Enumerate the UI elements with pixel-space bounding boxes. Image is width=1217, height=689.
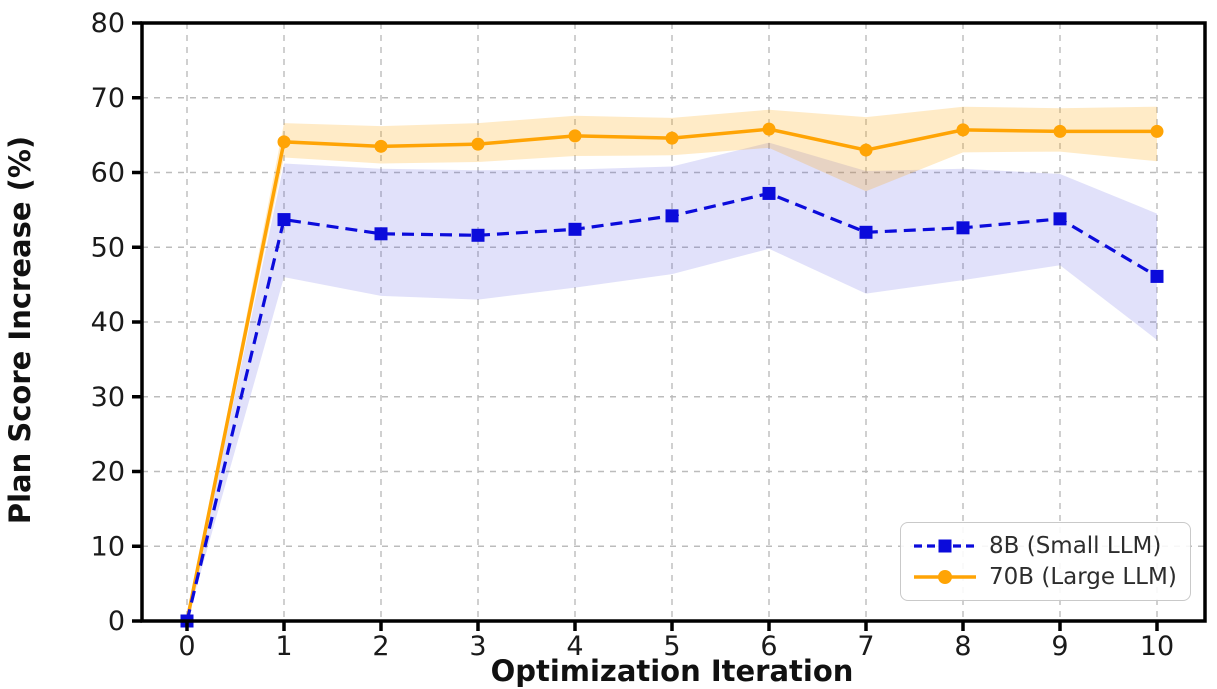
y-tick-label: 70 xyxy=(91,83,125,114)
data-point-70b xyxy=(471,137,485,151)
data-point-8b xyxy=(374,227,388,241)
data-point-70b xyxy=(1053,124,1067,138)
x-tick-label: 10 xyxy=(1140,631,1174,662)
x-tick-label: 8 xyxy=(954,631,971,662)
legend-label-70b: 70B (Large LLM) xyxy=(989,563,1177,590)
data-point-70b xyxy=(374,139,388,153)
data-point-8b xyxy=(1053,212,1067,226)
legend-circle-marker-70b xyxy=(938,570,952,584)
x-tick-label: 6 xyxy=(760,631,777,662)
x-tick-label: 0 xyxy=(178,631,195,662)
axis-layer: 0 1 2 3 4 5 6 7 8 9 10 0 10 20 30 40 50 60 70 80 xyxy=(91,8,1207,662)
data-point-70b xyxy=(859,143,873,157)
y-tick-label: 0 xyxy=(108,606,125,637)
y-tick-label: 30 xyxy=(91,382,125,413)
y-tick-label: 50 xyxy=(91,232,125,263)
data-point-8b xyxy=(956,221,970,235)
confidence-band-8b xyxy=(187,142,1157,621)
data-point-8b xyxy=(665,209,679,223)
legend-square-marker-8b xyxy=(938,539,952,553)
y-tick-label: 80 xyxy=(91,8,125,39)
x-tick-label: 9 xyxy=(1051,631,1068,662)
y-tick-label: 60 xyxy=(91,158,125,189)
x-tick-label: 4 xyxy=(566,631,583,662)
y-axis-label: Plan Score Increase (%) xyxy=(3,136,37,524)
data-point-70b xyxy=(277,135,291,149)
data-point-8b xyxy=(762,186,776,200)
data-point-70b xyxy=(665,131,679,145)
y-tick-label: 40 xyxy=(91,307,125,338)
legend-label-8b: 8B (Small LLM) xyxy=(989,532,1162,559)
data-point-70b xyxy=(956,123,970,137)
data-point-70b xyxy=(568,129,582,143)
legend-entry-8b: 8B (Small LLM) xyxy=(913,534,1180,558)
legend-swatch-70b xyxy=(914,570,976,584)
data-point-8b xyxy=(1150,269,1164,283)
data-point-8b xyxy=(277,213,291,227)
x-tick-label: 3 xyxy=(469,631,486,662)
data-point-70b xyxy=(762,122,776,136)
x-tick-label: 2 xyxy=(372,631,389,662)
data-point-8b xyxy=(471,228,485,242)
y-tick-label: 20 xyxy=(91,457,125,488)
chart-legend: 8B (Small LLM) 70B (Large LLM) xyxy=(900,522,1191,601)
x-tick-label: 1 xyxy=(275,631,292,662)
data-point-8b xyxy=(859,225,873,239)
legend-swatch-8b xyxy=(914,539,976,553)
data-point-70b xyxy=(1150,124,1164,138)
x-tick-label: 5 xyxy=(663,631,680,662)
data-point-8b xyxy=(568,222,582,236)
x-axis-label: Optimization Iteration xyxy=(491,654,854,688)
x-tick-label: 7 xyxy=(857,631,874,662)
y-tick-label: 10 xyxy=(91,531,125,562)
series-line-layer xyxy=(180,122,1164,628)
confidence-band-layer xyxy=(187,106,1157,622)
legend-entry-70b: 70B (Large LLM) xyxy=(913,565,1180,589)
